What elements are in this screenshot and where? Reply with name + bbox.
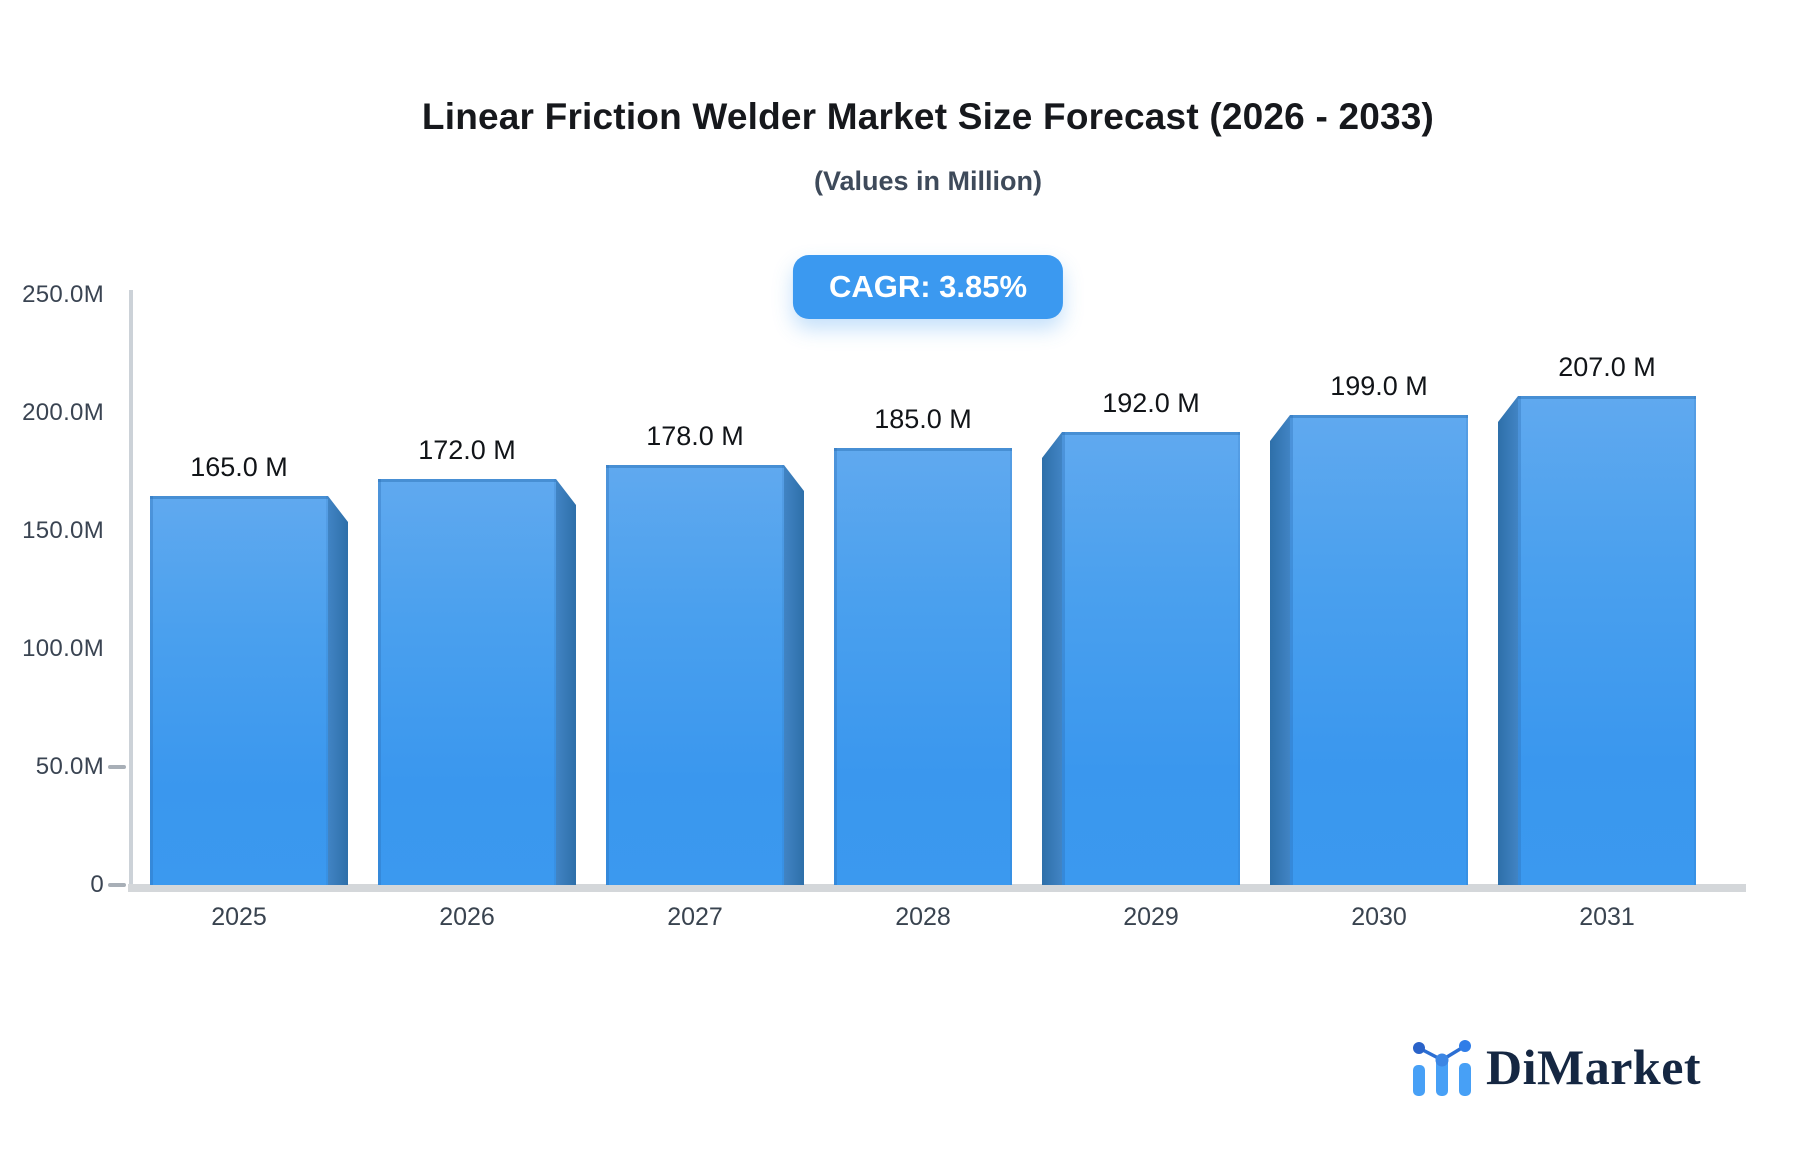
y-tick-label: 0 [90,871,104,898]
y-tick-label: 100.0M [22,635,104,662]
y-tick-label: 200.0M [22,399,104,426]
bar-3d-side [328,496,348,885]
bar-value-label: 199.0 M [1330,371,1428,401]
x-tick-label: 2026 [439,903,495,931]
y-axis-line [129,290,133,885]
x-tick-label: 2027 [667,903,723,931]
y-tick-mark [108,765,126,769]
bar-2026 [378,479,556,885]
cagr-badge: CAGR: 3.85% [792,255,1064,319]
y-tick-mark [108,883,126,887]
x-tick-label: 2031 [1579,903,1635,931]
bar-3d-side [784,465,804,885]
y-tick-label: 250.0M [22,281,104,308]
chart-subtitle: (Values in Million) [813,166,1043,196]
cagr-badge-label: CAGR: 3.85% [828,269,1028,304]
bar-2027 [606,465,784,885]
bar-2025 [150,496,328,885]
bar-3d-side [556,479,576,885]
chart-title: Linear Friction Welder Market Size Forec… [421,96,1435,137]
x-tick-label: 2030 [1351,903,1407,931]
y-tick-label: 150.0M [22,517,104,544]
bar-value-label: 165.0 M [190,452,288,482]
bar-2030 [1290,415,1468,885]
bar-value-label: 178.0 M [646,421,744,451]
bar-value-label: 172.0 M [418,435,516,465]
dimarket-logo: DiMarket [1413,1038,1701,1096]
bar-3d-side [1042,432,1062,885]
x-tick-label: 2029 [1123,903,1179,931]
bar-2028 [834,448,1012,885]
bar-3d-side [1270,415,1290,885]
dimarket-logo-text: DiMarket [1486,1039,1702,1095]
bar-value-label: 207.0 M [1558,352,1656,382]
bar-value-label: 185.0 M [874,404,972,434]
bar-2031 [1518,396,1696,885]
y-tick-label: 50.0M [35,753,104,780]
dimarket-logo-icon [1413,1040,1471,1096]
bar-value-label: 192.0 M [1102,388,1200,418]
x-tick-label: 2028 [895,903,951,931]
bar-3d-side [1498,396,1518,885]
bar-2029 [1062,432,1240,885]
x-axis-line [128,884,1746,892]
x-tick-label: 2025 [211,903,267,931]
